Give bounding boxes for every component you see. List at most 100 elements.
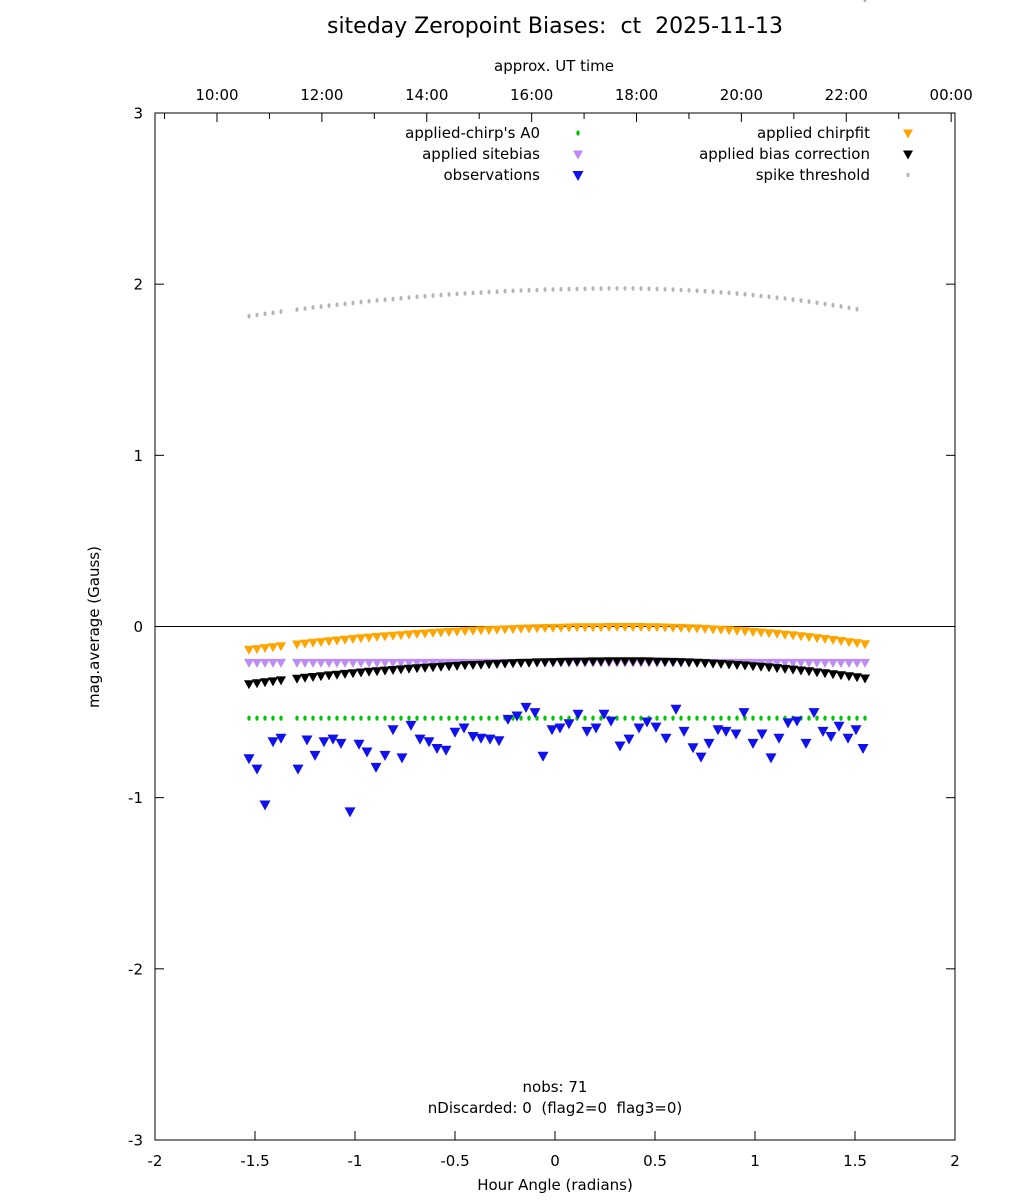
data-point-dot xyxy=(407,715,411,721)
data-point-dot xyxy=(839,304,843,309)
data-point-dot xyxy=(503,288,507,294)
legend-label: applied chirpfit xyxy=(757,124,870,142)
data-point-dot xyxy=(519,715,523,721)
data-point-dot xyxy=(863,0,867,3)
legend-marker-dot xyxy=(576,130,580,136)
data-point-dot xyxy=(687,288,691,293)
data-point-dot xyxy=(543,715,547,721)
data-point-dot xyxy=(423,715,427,721)
data-point-dot xyxy=(527,715,531,721)
legend-marker-triangle xyxy=(903,129,913,139)
y-tick-label: 1 xyxy=(133,447,143,465)
data-point-dot xyxy=(759,293,763,299)
data-point-dot xyxy=(431,293,435,298)
legend-item-applied-sitebias: applied sitebias xyxy=(422,145,583,163)
data-point-dot xyxy=(575,286,579,292)
data-point-dot xyxy=(447,292,451,297)
data-point-dot xyxy=(831,715,835,721)
x-tick-label: 0.5 xyxy=(643,1152,667,1170)
data-point-dot xyxy=(703,715,707,721)
data-point-dot xyxy=(335,715,339,721)
x-axis-title: Hour Angle (radians) xyxy=(477,1176,633,1194)
x2-tick-label: 12:00 xyxy=(300,86,343,104)
data-point-dot xyxy=(695,715,699,721)
data-point-dot xyxy=(639,286,643,291)
data-point-dot xyxy=(783,296,787,301)
data-point-dot xyxy=(263,311,267,317)
data-point-dot xyxy=(655,286,659,292)
data-point-dot xyxy=(455,715,459,721)
data-point-dot xyxy=(487,289,491,295)
data-point-dot xyxy=(711,715,715,721)
data-point-dot xyxy=(727,290,731,296)
data-point-dot xyxy=(695,288,699,294)
data-point-dot xyxy=(823,301,827,307)
data-point-dot xyxy=(807,715,811,721)
data-point-dot xyxy=(471,715,475,721)
data-point-dot xyxy=(327,715,331,721)
data-point-dot xyxy=(311,305,315,310)
data-point-dot xyxy=(463,291,467,296)
data-point-dot xyxy=(279,715,283,721)
data-point-dot xyxy=(583,286,587,292)
legend-item-applied-chirpfit: applied chirpfit xyxy=(757,124,913,142)
data-point-dot xyxy=(335,302,339,308)
data-point-dot xyxy=(839,715,843,721)
legend-item-spike-threshold: spike threshold xyxy=(756,166,910,184)
data-point-dot xyxy=(415,294,419,300)
axis-ticks: 3 2 1 0 -1 -2 -3 -2 -1.5 -1 -0.5 0 0.5 1 1.5 2 10:00 12:0… xyxy=(128,86,973,1170)
data-point-dot xyxy=(495,715,499,721)
y-tick-label: 2 xyxy=(133,276,143,294)
data-point-dot xyxy=(343,715,347,721)
data-point-dot xyxy=(247,313,251,319)
data-point-dot xyxy=(495,289,499,295)
y-tick-label: -1 xyxy=(128,789,143,807)
series-spike-threshold xyxy=(247,0,867,319)
series-applied-bias-correction xyxy=(244,657,870,690)
data-point-dot xyxy=(439,715,443,721)
data-point-dot xyxy=(751,292,755,298)
data-point-dot xyxy=(815,715,819,721)
data-point-dot xyxy=(263,715,267,721)
data-point-dot xyxy=(583,715,587,721)
data-point-dot xyxy=(423,294,427,299)
data-point-dot xyxy=(711,289,715,295)
x2-tick-label: 20:00 xyxy=(720,86,763,104)
data-point-dot xyxy=(279,309,283,314)
data-point-dot xyxy=(767,294,771,300)
data-point-dot xyxy=(679,715,683,721)
data-point-dot xyxy=(735,715,739,721)
data-point-dot xyxy=(471,290,475,296)
data-point-dot xyxy=(295,307,299,312)
data-point-dot xyxy=(551,715,555,721)
legend-item-applied-bias-correction: applied bias correction xyxy=(699,145,913,163)
x-tick-label: -1 xyxy=(348,1152,363,1170)
data-point-dot xyxy=(631,715,635,721)
data-point-dot xyxy=(255,312,259,318)
data-point-dot xyxy=(247,715,251,721)
legend-item-applied-chirps-a0: applied-chirp's A0 xyxy=(405,124,580,142)
data-point-dot xyxy=(391,715,395,721)
data-point-dot xyxy=(447,715,451,721)
x2-tick-label: 18:00 xyxy=(615,86,658,104)
data-point-dot xyxy=(543,287,547,292)
data-point-dot xyxy=(671,715,675,721)
data-point-dot xyxy=(791,297,795,302)
data-point-dot xyxy=(631,286,635,291)
data-point-dot xyxy=(775,715,779,721)
stats-nobs: nobs: 71 xyxy=(523,1078,588,1096)
data-point-dot xyxy=(455,291,459,297)
x2-tick-label: 22:00 xyxy=(825,86,868,104)
data-point-triangles xyxy=(244,623,870,655)
data-point-dot xyxy=(567,286,571,292)
data-point-dot xyxy=(647,286,651,292)
data-point-dot xyxy=(663,287,667,292)
data-point-dot xyxy=(375,715,379,721)
data-point-dot xyxy=(535,715,539,721)
data-point-dot xyxy=(815,300,819,306)
data-point-dot xyxy=(847,715,851,721)
chart-legend: applied-chirp's A0 applied sitebias observ… xyxy=(405,124,913,184)
data-point-dot xyxy=(559,287,563,292)
x-tick-label: 1.5 xyxy=(843,1152,867,1170)
